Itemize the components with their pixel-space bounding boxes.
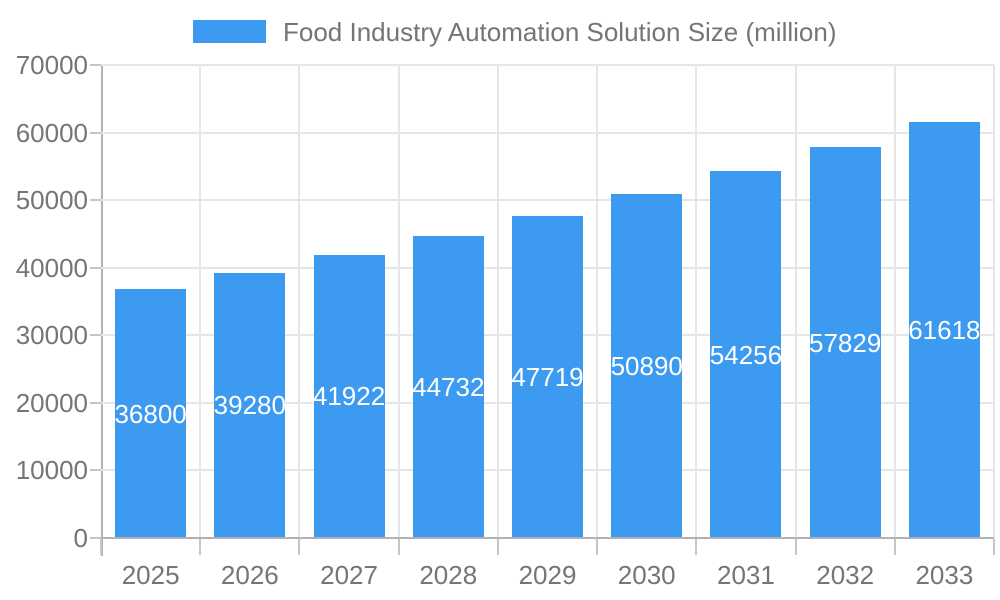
h-gridline — [101, 131, 994, 134]
v-gridline — [695, 65, 698, 538]
y-axis-tick — [90, 334, 101, 337]
h-gridline — [101, 199, 994, 202]
bar-2027: 41922 — [312, 254, 386, 538]
bar-value-label: 44732 — [412, 371, 485, 402]
plot-area: 36800 39280 41922 44732 47719 50890 54256 57829… — [101, 64, 995, 538]
y-axis-tick-label: 70000 — [15, 50, 88, 80]
y-axis-tick — [90, 401, 101, 404]
x-axis-tick-label: 2030 — [617, 560, 676, 590]
x-axis-tick-label: 2032 — [816, 560, 875, 590]
x-axis-tick — [496, 539, 499, 555]
y-axis-tick-label: 60000 — [15, 117, 88, 148]
y-axis-tick-label: 50000 — [15, 185, 88, 216]
bar-2032: 57829 — [809, 147, 882, 538]
x-axis-tick — [199, 539, 202, 555]
y-axis-line — [101, 65, 103, 556]
x-axis-tick — [695, 539, 698, 555]
x-axis-tick-label: 2028 — [419, 560, 478, 590]
v-gridline — [298, 65, 301, 538]
v-gridline — [596, 65, 599, 538]
y-axis-tick-label: 30000 — [15, 320, 88, 351]
v-gridline — [794, 65, 797, 538]
x-axis-tick-label: 2031 — [717, 560, 775, 590]
bar-value-label: 61618 — [908, 314, 981, 345]
y-axis-tick — [90, 469, 101, 472]
bar-value-label: 54256 — [709, 339, 783, 370]
v-gridline — [893, 65, 896, 538]
bar-2030: 50890 — [610, 194, 683, 538]
y-axis-tick — [90, 266, 101, 269]
y-axis-tick — [90, 537, 101, 539]
x-axis-tick — [596, 539, 599, 555]
bar-value-label: 50890 — [610, 351, 683, 382]
x-axis-tick — [794, 539, 797, 555]
y-axis-tick — [90, 199, 101, 202]
y-axis-tick — [90, 131, 101, 134]
x-axis-tick-label: 2029 — [518, 560, 577, 590]
bar-value-label: 47719 — [511, 361, 584, 392]
bar-2028: 44732 — [412, 235, 485, 538]
x-axis-tick-label: 2033 — [915, 560, 974, 590]
x-axis-tick-label: 2027 — [320, 560, 378, 590]
y-axis-tick — [90, 64, 101, 66]
bar-value-label: 41922 — [312, 381, 386, 412]
x-axis-tick — [397, 539, 400, 555]
legend-swatch — [193, 20, 266, 43]
bar-2025: 36800 — [114, 289, 187, 538]
x-axis-tick-label: 2026 — [220, 560, 279, 590]
y-axis-tick-label: 20000 — [15, 387, 88, 418]
x-axis-tick — [298, 539, 301, 555]
bar-2026: 39280 — [213, 272, 286, 538]
x-axis-tick — [993, 539, 995, 555]
v-gridline — [496, 65, 499, 538]
bar-2031: 54256 — [709, 171, 783, 538]
bar-value-label: 39280 — [213, 390, 286, 421]
x-axis-tick — [893, 539, 896, 555]
bar-value-label: 57829 — [809, 327, 882, 358]
legend-label: Food Industry Automation Solution Size (… — [283, 17, 837, 47]
v-gridline — [397, 65, 400, 538]
h-gridline — [101, 64, 994, 66]
v-gridline — [199, 65, 202, 538]
bar-2029: 47719 — [511, 215, 584, 538]
x-axis-tick — [100, 539, 102, 555]
v-gridline — [993, 65, 995, 538]
y-axis-tick-label: 0 — [73, 523, 88, 553]
bar-value-label: 36800 — [114, 398, 187, 429]
y-axis-tick-label: 40000 — [15, 252, 88, 283]
y-axis-tick-label: 10000 — [15, 455, 88, 486]
x-axis-tick-label: 2025 — [121, 560, 180, 590]
chart-legend: Food Industry Automation Solution Size (… — [0, 0, 1000, 55]
bar-2033: 61618 — [908, 121, 981, 538]
x-axis-baseline — [101, 537, 994, 539]
